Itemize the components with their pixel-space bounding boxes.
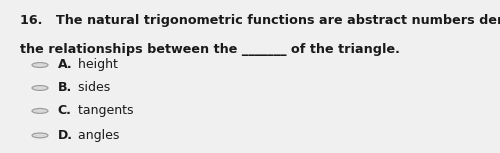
Text: sides: sides — [74, 81, 110, 94]
Text: tangents: tangents — [74, 104, 133, 117]
Circle shape — [32, 133, 48, 138]
Text: 16.   The natural trigonometric functions are abstract numbers derived from: 16. The natural trigonometric functions … — [20, 14, 500, 27]
Text: the relationships between the _______ of the triangle.: the relationships between the _______ of… — [20, 43, 400, 56]
Circle shape — [32, 108, 48, 113]
Circle shape — [32, 63, 48, 67]
Text: height: height — [74, 58, 118, 71]
Circle shape — [32, 86, 48, 90]
Text: B.: B. — [58, 81, 72, 94]
Text: angles: angles — [74, 129, 119, 142]
Text: A.: A. — [58, 58, 72, 71]
Text: D.: D. — [58, 129, 72, 142]
Text: C.: C. — [58, 104, 71, 117]
